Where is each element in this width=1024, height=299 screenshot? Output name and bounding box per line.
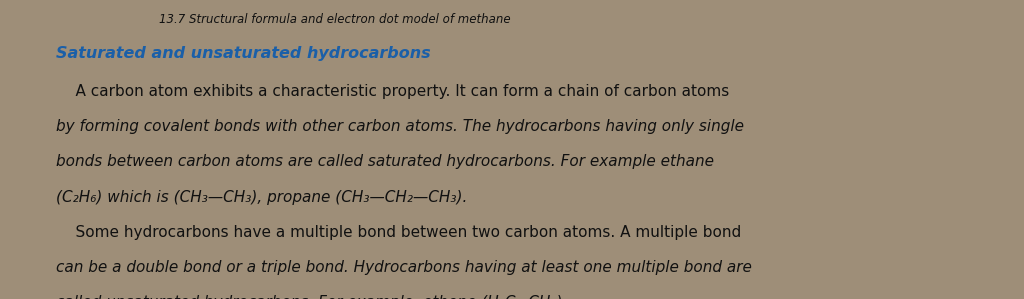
Text: Some hydrocarbons have a multiple bond between two carbon atoms. A multiple bond: Some hydrocarbons have a multiple bond b… [56, 225, 741, 240]
Text: (C₂H₆) which is (CH₃—CH₃), propane (CH₃—CH₂—CH₃).: (C₂H₆) which is (CH₃—CH₃), propane (CH₃—… [56, 190, 468, 205]
Text: bonds between carbon atoms are called saturated hydrocarbons. For example ethane: bonds between carbon atoms are called sa… [56, 154, 715, 169]
Text: A carbon atom exhibits a characteristic property. It can form a chain of carbon : A carbon atom exhibits a characteristic … [56, 84, 729, 99]
Text: by forming covalent bonds with other carbon atoms. The hydrocarbons having only : by forming covalent bonds with other car… [56, 119, 744, 134]
Text: can be a double bond or a triple bond. Hydrocarbons having at least one multiple: can be a double bond or a triple bond. H… [56, 260, 753, 275]
Text: Saturated and unsaturated hydrocarbons: Saturated and unsaturated hydrocarbons [56, 46, 431, 61]
Text: called unsaturated hydrocarbons. For example, ethene (H₂C=CH₂),: called unsaturated hydrocarbons. For exa… [56, 295, 567, 299]
Text: 13.7 Structural formula and electron dot model of methane: 13.7 Structural formula and electron dot… [159, 13, 510, 26]
